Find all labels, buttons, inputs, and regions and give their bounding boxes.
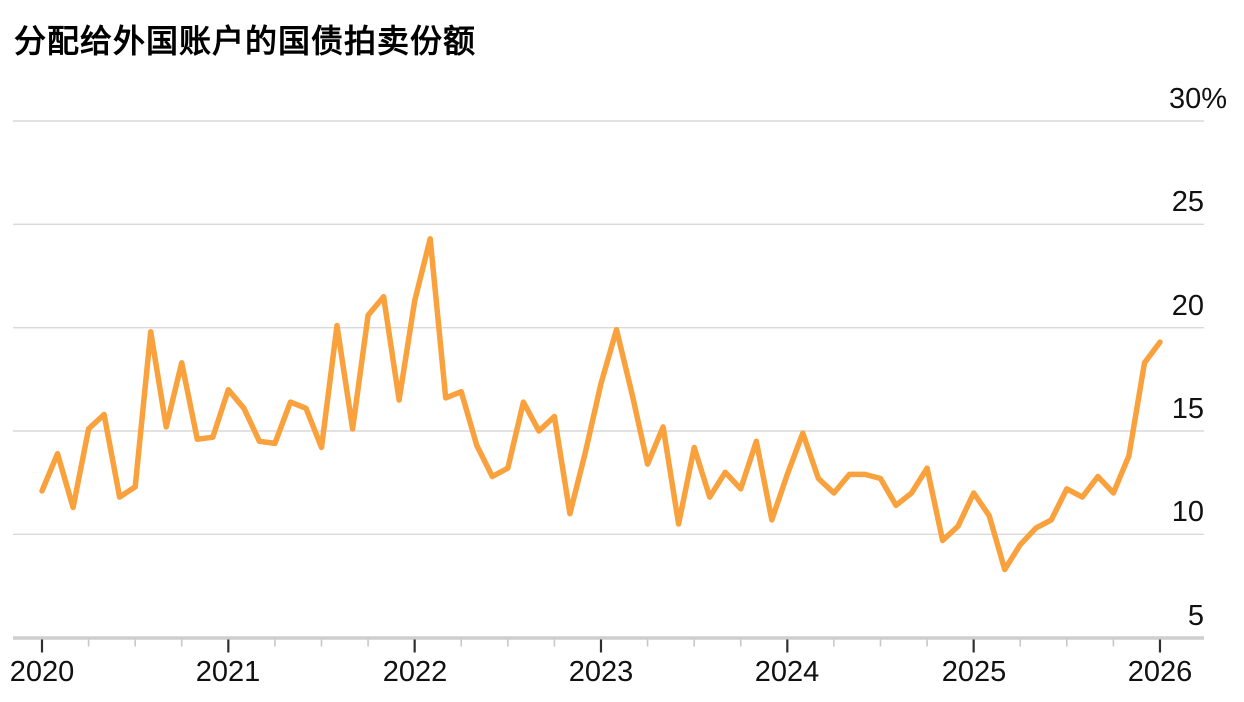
- data-series-line: [39, 236, 1163, 573]
- x-axis-label: 2026: [1127, 656, 1193, 688]
- y-axis-label: 15: [1171, 393, 1204, 425]
- x-axis-label: 2021: [195, 656, 261, 688]
- y-axis-label: 30%: [1168, 83, 1227, 115]
- y-axis-label: 10: [1171, 496, 1204, 528]
- x-axis-label: 2022: [382, 656, 448, 688]
- x-axis-label: 2023: [568, 656, 634, 688]
- x-axis-label: 2020: [9, 656, 75, 688]
- x-axis-label: 2024: [754, 656, 820, 688]
- y-axis-label: 5: [1187, 600, 1204, 632]
- chart-title: 分配给外国账户的国债拍卖份额: [14, 23, 477, 59]
- y-axis-label: 25: [1171, 186, 1204, 218]
- x-axis-label: 2025: [941, 656, 1007, 688]
- y-axis-label: 20: [1171, 290, 1204, 322]
